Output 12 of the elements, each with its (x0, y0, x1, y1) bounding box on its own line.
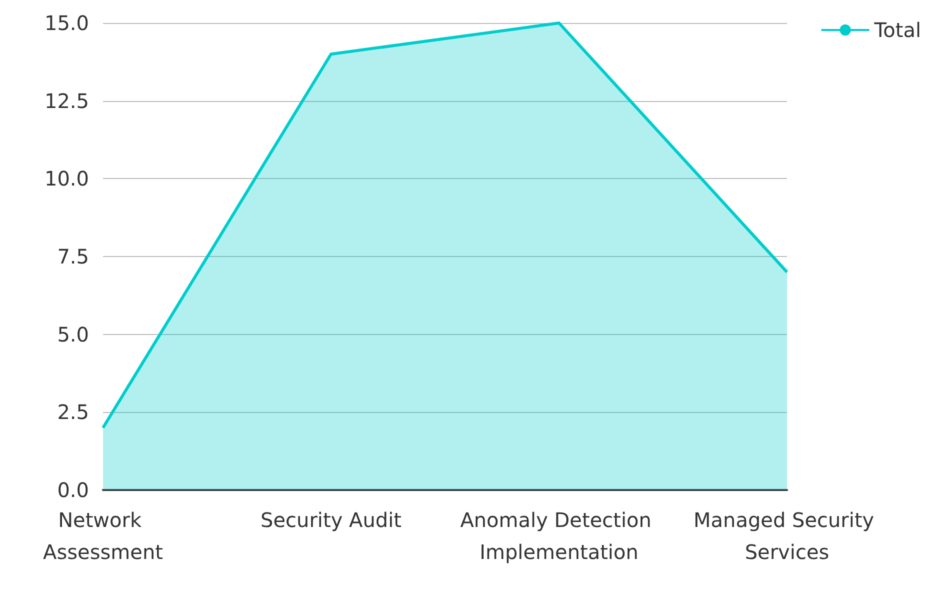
y-tick-label: 7.5 (57, 244, 89, 268)
y-tick-label: 12.5 (44, 88, 89, 113)
y-tick-label: 2.5 (57, 400, 89, 424)
y-tick-label: 10.0 (44, 166, 89, 191)
x-tick-label: Network Assessment (43, 508, 164, 564)
y-tick-label: 15.0 (44, 11, 89, 35)
x-tick-label: Anomaly Detection Implementation (460, 508, 658, 564)
y-tick-label: 0.0 (57, 478, 89, 502)
legend-label: Total (873, 18, 922, 42)
y-tick-label: 5.0 (57, 322, 89, 346)
x-tick-label: Security Audit (260, 508, 402, 532)
x-tick-label: Managed Security Services (694, 508, 880, 564)
